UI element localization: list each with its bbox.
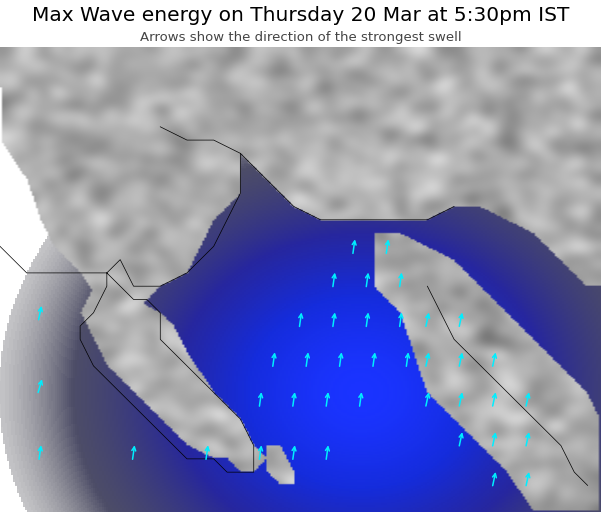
Text: Arrows show the direction of the strongest swell: Arrows show the direction of the stronge… (139, 31, 462, 44)
Text: Max Wave energy on Thursday 20 Mar at 5:30pm IST: Max Wave energy on Thursday 20 Mar at 5:… (32, 6, 569, 25)
